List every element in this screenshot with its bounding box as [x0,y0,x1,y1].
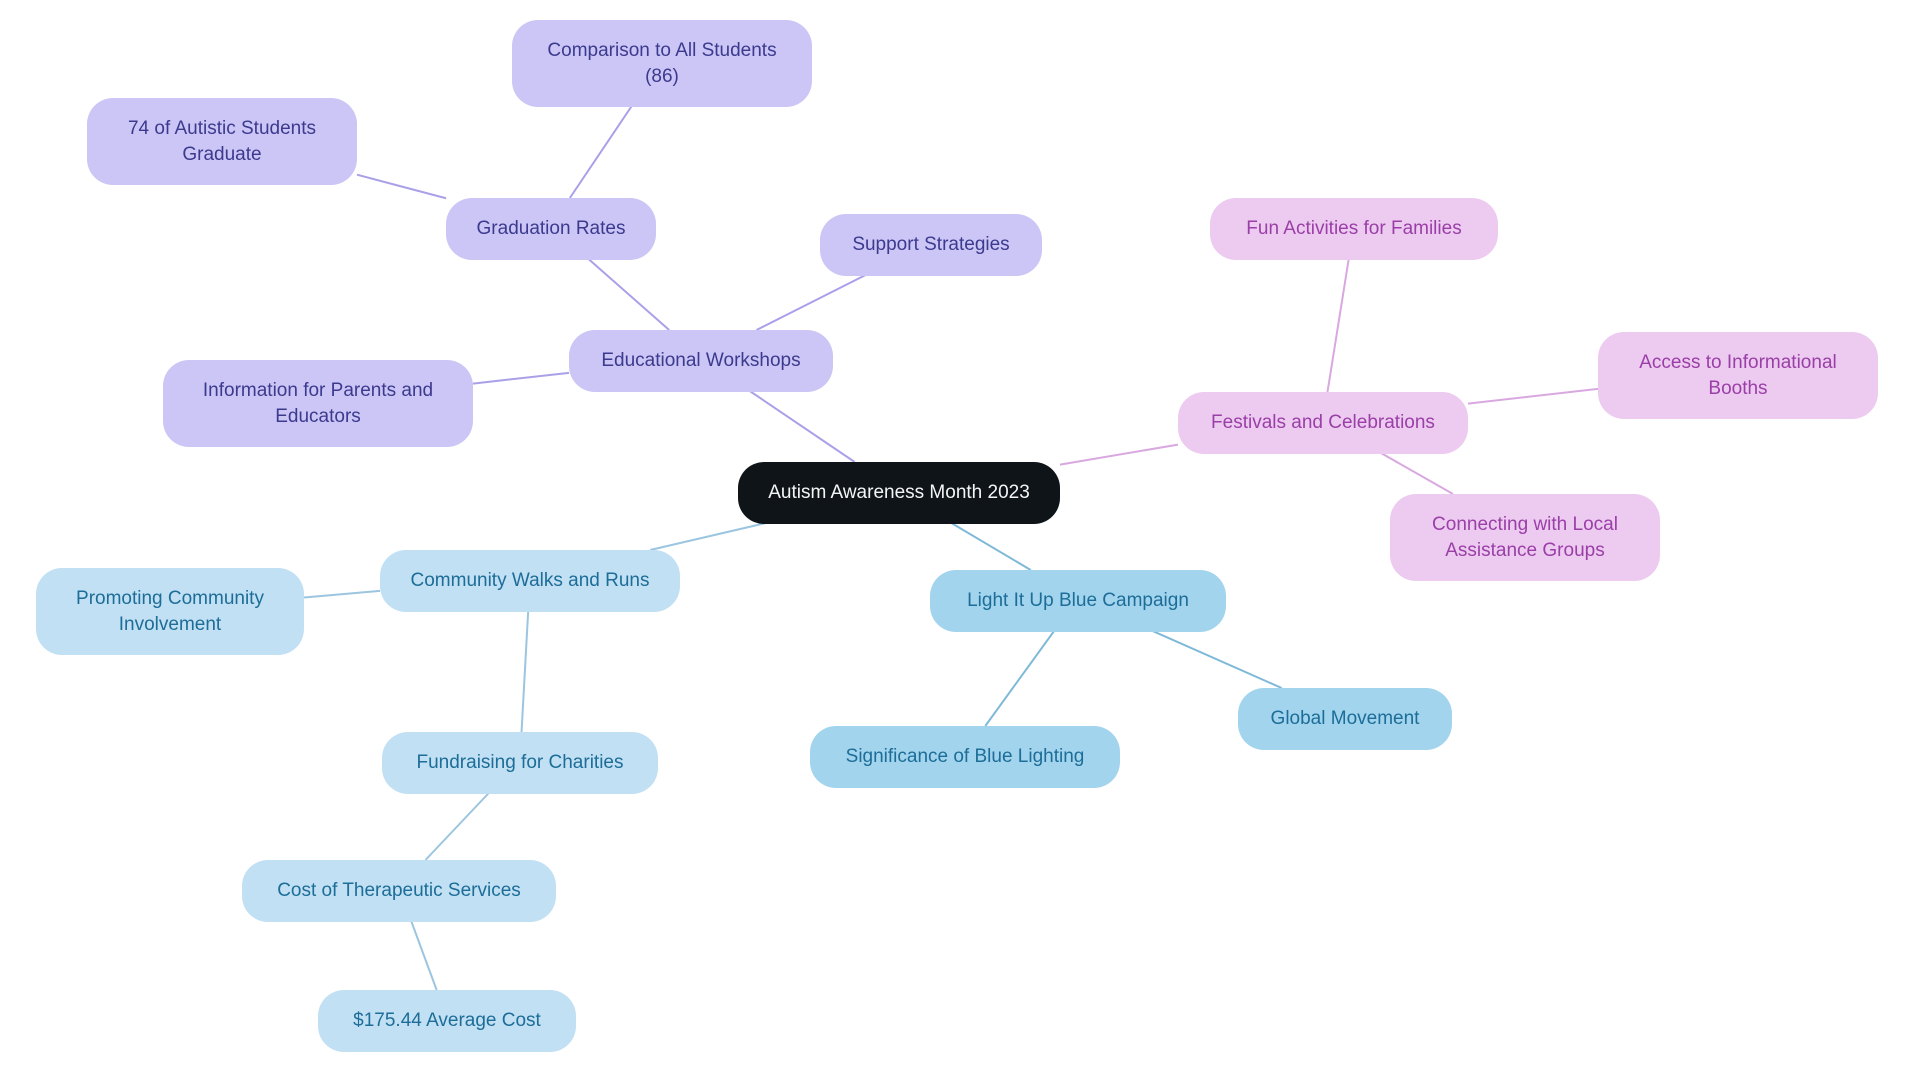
edge-edu-grad [583,254,669,330]
edge-walks-promote [304,591,380,598]
node-blue_sig: Significance of Blue Lighting [810,726,1120,788]
node-fest: Festivals and Celebrations [1178,392,1468,454]
edge-fest-local [1372,448,1453,494]
edge-cost-avg [409,916,436,990]
node-info_parents: Information for Parents and Educators [163,360,473,447]
edge-walks-fund [522,606,529,732]
edge-grad-grad_86 [570,102,635,198]
node-global: Global Movement [1238,688,1452,750]
node-local: Connecting with Local Assistance Groups [1390,494,1660,581]
node-booths: Access to Informational Booths [1598,332,1878,419]
edge-root-edu [742,386,854,462]
edge-root-fest [1060,445,1178,465]
edge-fest-fun [1327,254,1349,392]
edge-fest-booths [1468,389,1598,404]
edge-root-walks [650,522,770,550]
edge-grad-grad_74 [357,175,446,199]
node-grad_74: 74 of Autistic Students Graduate [87,98,357,185]
node-fund: Fundraising for Charities [382,732,658,794]
edge-edu-support [757,270,876,330]
node-light: Light It Up Blue Campaign [930,570,1226,632]
node-root: Autism Awareness Month 2023 [738,462,1060,524]
edge-light-global [1141,626,1281,688]
node-cost: Cost of Therapeutic Services [242,860,556,922]
edge-root-light [950,522,1031,570]
node-edu: Educational Workshops [569,330,833,392]
edge-edu-info_parents [473,373,569,384]
edge-light-blue_sig [985,626,1057,726]
edge-fund-cost [425,788,493,860]
node-support: Support Strategies [820,214,1042,276]
node-fun: Fun Activities for Families [1210,198,1498,260]
mindmap-canvas: Autism Awareness Month 2023 Educational W… [0,0,1920,1083]
node-grad: Graduation Rates [446,198,656,260]
node-grad_86: Comparison to All Students (86) [512,20,812,107]
node-walks: Community Walks and Runs [380,550,680,612]
node-avg: $175.44 Average Cost [318,990,576,1052]
node-promote: Promoting Community Involvement [36,568,304,655]
